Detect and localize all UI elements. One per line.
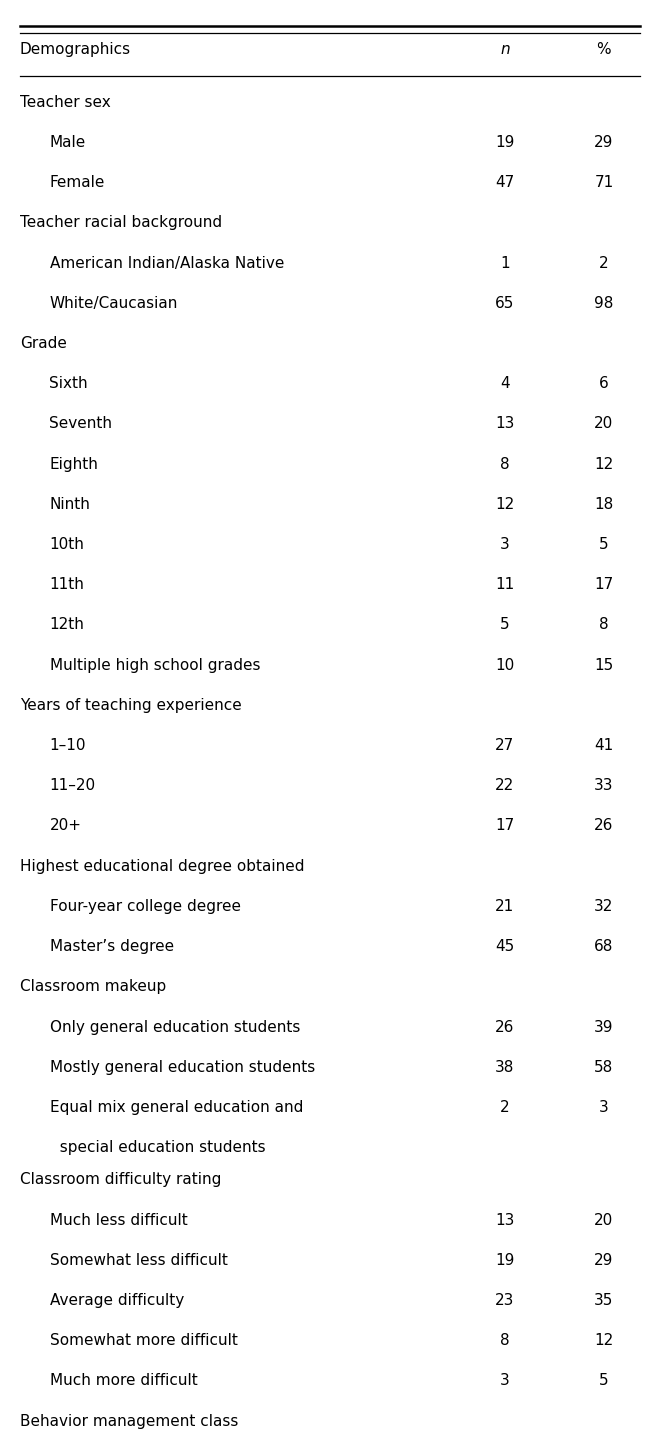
Text: Male: Male <box>50 135 86 149</box>
Text: Much less difficult: Much less difficult <box>50 1212 187 1228</box>
Text: 35: 35 <box>594 1292 614 1308</box>
Text: Seventh: Seventh <box>50 416 112 431</box>
Text: 12th: 12th <box>50 617 84 632</box>
Text: Grade: Grade <box>20 336 67 350</box>
Text: 17: 17 <box>495 819 515 833</box>
Text: 3: 3 <box>500 537 510 551</box>
Text: Somewhat more difficult: Somewhat more difficult <box>50 1333 238 1348</box>
Text: 20+: 20+ <box>50 819 81 833</box>
Text: 58: 58 <box>594 1060 614 1074</box>
Text: Mostly general education students: Mostly general education students <box>50 1060 315 1074</box>
Text: 18: 18 <box>594 497 614 511</box>
Text: Classroom makeup: Classroom makeup <box>20 979 166 994</box>
Text: Teacher sex: Teacher sex <box>20 95 110 109</box>
Text: 26: 26 <box>495 1020 515 1034</box>
Text: Multiple high school grades: Multiple high school grades <box>50 658 260 672</box>
Text: 2: 2 <box>500 1100 510 1114</box>
Text: 6: 6 <box>599 376 609 391</box>
Text: 38: 38 <box>495 1060 515 1074</box>
Text: Average difficulty: Average difficulty <box>50 1292 183 1308</box>
Text: 8: 8 <box>599 617 609 632</box>
Text: 68: 68 <box>594 939 614 954</box>
Text: Years of teaching experience: Years of teaching experience <box>20 698 242 712</box>
Text: Demographics: Demographics <box>20 42 131 57</box>
Text: 71: 71 <box>594 175 614 190</box>
Text: Equal mix general education and: Equal mix general education and <box>50 1100 303 1114</box>
Text: Master’s degree: Master’s degree <box>50 939 174 954</box>
Text: 15: 15 <box>594 658 614 672</box>
Text: Female: Female <box>50 175 105 190</box>
Text: 2: 2 <box>599 256 609 270</box>
Text: 1: 1 <box>500 256 510 270</box>
Text: 11th: 11th <box>50 577 84 592</box>
Text: Four-year college degree: Four-year college degree <box>50 899 240 913</box>
Text: 12: 12 <box>594 1333 614 1348</box>
Text: 3: 3 <box>500 1373 510 1389</box>
Text: Behavior management class: Behavior management class <box>20 1413 238 1429</box>
Text: 32: 32 <box>594 899 614 913</box>
Text: 20: 20 <box>594 1212 614 1228</box>
Text: 47: 47 <box>495 175 515 190</box>
Text: %: % <box>597 42 611 57</box>
Text: 27: 27 <box>495 738 515 752</box>
Text: 13: 13 <box>495 1212 515 1228</box>
Text: 5: 5 <box>500 617 510 632</box>
Text: Classroom difficulty rating: Classroom difficulty rating <box>20 1172 221 1188</box>
Text: 22: 22 <box>495 778 515 793</box>
Text: 26: 26 <box>594 819 614 833</box>
Text: Much more difficult: Much more difficult <box>50 1373 197 1389</box>
Text: Eighth: Eighth <box>50 457 98 471</box>
Text: 12: 12 <box>495 497 515 511</box>
Text: 39: 39 <box>594 1020 614 1034</box>
Text: 17: 17 <box>594 577 614 592</box>
Text: Only general education students: Only general education students <box>50 1020 300 1034</box>
Text: 4: 4 <box>500 376 510 391</box>
Text: special education students: special education students <box>50 1140 265 1155</box>
Text: 1–10: 1–10 <box>50 738 86 752</box>
Text: 19: 19 <box>495 1252 515 1268</box>
Text: 5: 5 <box>599 1373 609 1389</box>
Text: White/Caucasian: White/Caucasian <box>50 296 178 310</box>
Text: 10: 10 <box>495 658 515 672</box>
Text: 11–20: 11–20 <box>50 778 96 793</box>
Text: 45: 45 <box>495 939 515 954</box>
Text: Ninth: Ninth <box>50 497 90 511</box>
Text: 12: 12 <box>594 457 614 471</box>
Text: 11: 11 <box>495 577 515 592</box>
Text: American Indian/Alaska Native: American Indian/Alaska Native <box>50 256 284 270</box>
Text: 23: 23 <box>495 1292 515 1308</box>
Text: 98: 98 <box>594 296 614 310</box>
Text: Somewhat less difficult: Somewhat less difficult <box>50 1252 228 1268</box>
Text: 29: 29 <box>594 1252 614 1268</box>
Text: 41: 41 <box>594 738 614 752</box>
Text: 10th: 10th <box>50 537 84 551</box>
Text: 33: 33 <box>594 778 614 793</box>
Text: 5: 5 <box>599 537 609 551</box>
Text: Highest educational degree obtained: Highest educational degree obtained <box>20 859 304 873</box>
Text: 29: 29 <box>594 135 614 149</box>
Text: 65: 65 <box>495 296 515 310</box>
Text: 19: 19 <box>495 135 515 149</box>
Text: Sixth: Sixth <box>50 376 88 391</box>
Text: 8: 8 <box>500 1333 510 1348</box>
Text: Teacher racial background: Teacher racial background <box>20 215 222 230</box>
Text: 21: 21 <box>495 899 515 913</box>
Text: 3: 3 <box>599 1100 609 1114</box>
Text: 8: 8 <box>500 457 510 471</box>
Text: 20: 20 <box>594 416 614 431</box>
Text: n: n <box>500 42 510 57</box>
Text: 13: 13 <box>495 416 515 431</box>
